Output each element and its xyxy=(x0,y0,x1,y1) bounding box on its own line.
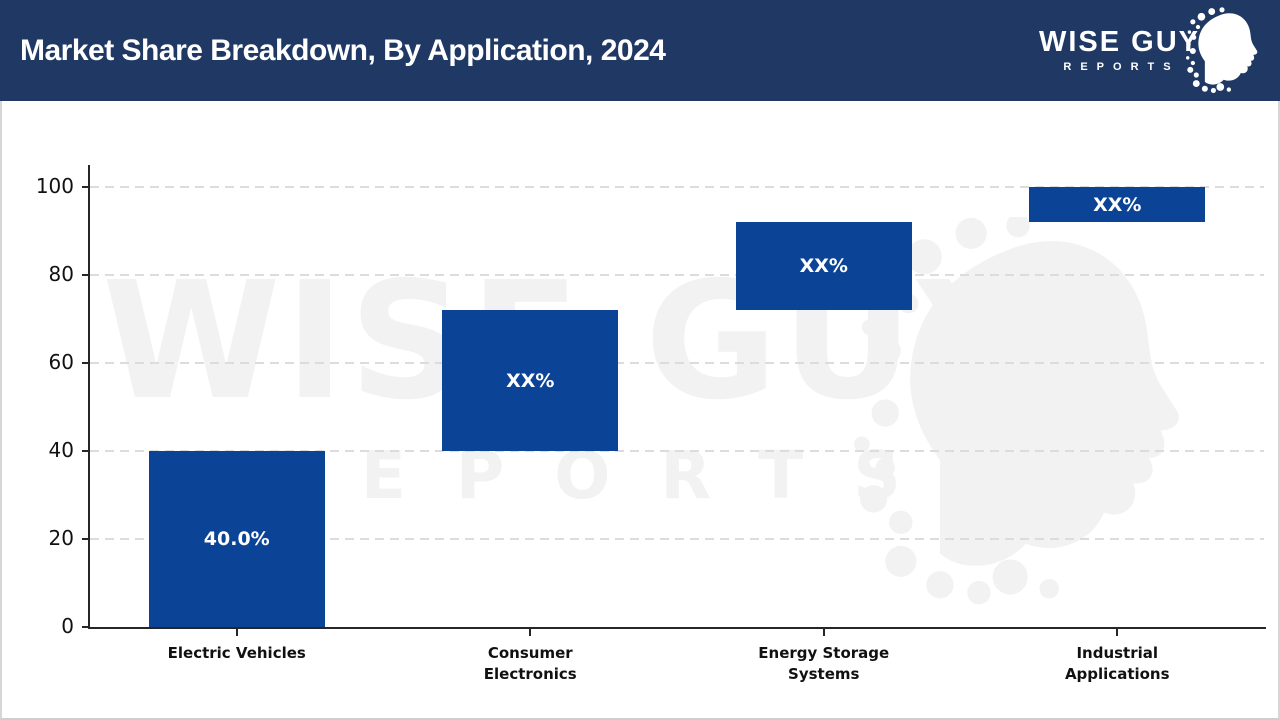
y-tick xyxy=(82,626,90,628)
bar: XX% xyxy=(735,222,912,311)
grid-line xyxy=(90,274,1264,276)
y-tick xyxy=(82,450,90,452)
x-category-label: Energy Storage Systems xyxy=(758,644,890,683)
grid-line xyxy=(90,450,1264,452)
x-axis-line xyxy=(88,627,1266,629)
y-tick xyxy=(82,274,90,276)
bar: XX% xyxy=(442,310,619,451)
bar: XX% xyxy=(1029,187,1206,223)
plot-area: 0 20 40 60 80 100 40.0% Electric Vehicles XX% Con… xyxy=(2,101,1278,718)
x-tick xyxy=(822,629,825,636)
bar-value-label: XX% xyxy=(1093,193,1142,216)
page-title: Market Share Breakdown, By Application, … xyxy=(20,33,666,67)
y-tick xyxy=(82,538,90,540)
y-tick-label: 40 xyxy=(48,438,74,462)
wiseguy-logo-text: WISE GUY REPORTS xyxy=(1038,26,1200,74)
wiseguy-face-icon xyxy=(1186,7,1258,95)
wiseguy-logo: WISE GUY REPORTS xyxy=(1039,7,1258,95)
grid-line xyxy=(90,538,1264,540)
x-category-label: Electric Vehicles xyxy=(167,644,306,662)
x-tick xyxy=(235,629,238,636)
bar: 40.0% xyxy=(148,451,325,627)
logo-subtitle: REPORTS xyxy=(1063,61,1180,73)
grid-line xyxy=(90,186,1264,188)
y-tick xyxy=(82,362,90,364)
y-tick-label: 20 xyxy=(48,526,74,550)
y-tick-label: 100 xyxy=(35,174,74,198)
chart-region: WISE GUY REPORTS 0 20 40 60 80 100 40.0% Electr… xyxy=(0,101,1280,720)
x-tick xyxy=(529,629,532,636)
x-category-label: Industrial Applications xyxy=(1064,644,1170,683)
bar-value-label: XX% xyxy=(799,255,848,278)
logo-wordmark: WISE GUY xyxy=(1038,26,1200,58)
y-tick-label: 0 xyxy=(61,614,74,638)
grid-line xyxy=(90,362,1264,364)
bar-value-label: 40.0% xyxy=(203,528,270,550)
bar-value-label: XX% xyxy=(506,369,555,392)
y-tick-label: 80 xyxy=(48,262,74,286)
x-tick xyxy=(1116,629,1119,636)
y-axis-line xyxy=(88,165,90,629)
y-tick xyxy=(82,186,90,188)
header: Market Share Breakdown, By Application, … xyxy=(0,0,1280,101)
x-category-label: Consumer Electronics xyxy=(483,644,577,683)
y-tick-label: 60 xyxy=(48,350,74,374)
